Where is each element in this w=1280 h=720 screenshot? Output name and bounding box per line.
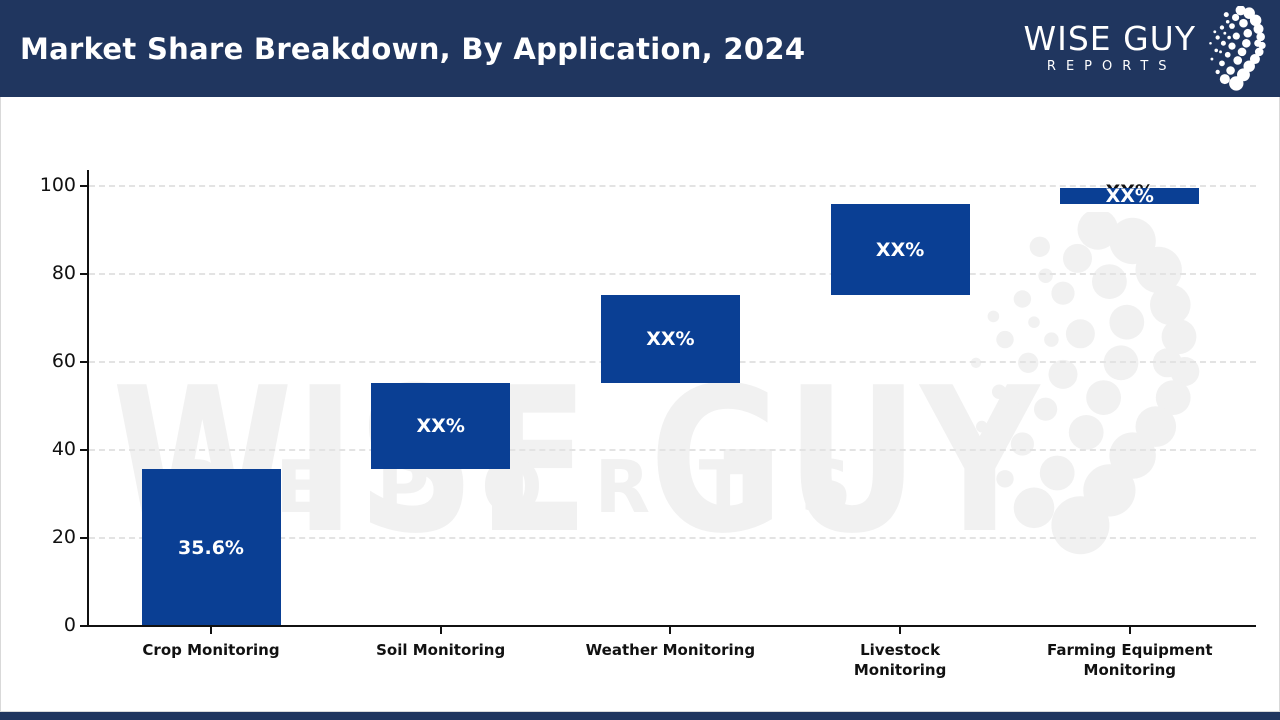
left-border: [0, 97, 1, 714]
bar-value-label-farming-equipment-monitoring: XX%: [1105, 187, 1154, 205]
y-tick-label-20: 20: [51, 526, 76, 548]
y-axis-line: [87, 170, 89, 627]
bar-farming-equipment-monitoring: XX%: [1060, 187, 1200, 205]
y-tick-100: [80, 185, 88, 187]
y-tick-0: [80, 625, 88, 627]
logo-reports-text: REPORTS: [1046, 58, 1177, 74]
logo-wordmark: WISE GUY: [1023, 19, 1196, 58]
x-category-label-livestock-monitoring: Livestock Monitoring: [853, 641, 947, 680]
x-category-label-farming-equipment-monitoring: Farming Equipment Monitoring: [1047, 641, 1213, 680]
chart-title: Market Share Breakdown, By Application, …: [20, 31, 806, 66]
wise-guy-reports-logo: WISE GUY REPORTS: [1008, 0, 1268, 97]
x-axis-line: [87, 625, 1256, 627]
y-tick-label-100: 100: [39, 174, 76, 196]
watermark-face-dots-graphic: [918, 209, 1208, 564]
bar-soil-monitoring: XX%: [371, 382, 511, 470]
logo-text: WISE GUY REPORTS: [1023, 19, 1196, 74]
y-tick-label-60: 60: [51, 350, 76, 372]
bar-value-label-crop-monitoring: 35.6%: [178, 536, 244, 559]
bar-weather-monitoring: XX%: [600, 295, 740, 383]
x-tick-farming-equipment-monitoring: [1128, 627, 1131, 634]
bar-livestock-monitoring: XX%: [830, 204, 970, 296]
y-tick-label-0: 0: [63, 614, 76, 636]
bar-crop-monitoring: 35.6%: [141, 469, 281, 626]
bar-value-label-soil-monitoring: XX%: [416, 415, 465, 437]
gridline-40: [89, 449, 1256, 451]
y-tick-80: [80, 273, 88, 275]
bottom-hairline: [0, 711, 1280, 712]
logo-face-dots-icon: [1196, 5, 1268, 96]
x-tick-livestock-monitoring: [899, 627, 902, 634]
y-tick-40: [80, 449, 88, 451]
x-tick-weather-monitoring: [669, 627, 672, 634]
x-tick-crop-monitoring: [210, 627, 212, 634]
gridline-80: [89, 273, 1256, 275]
gridline-100: [89, 185, 1256, 187]
x-category-label-soil-monitoring: Soil Monitoring: [376, 641, 506, 659]
y-tick-label-40: 40: [51, 438, 76, 460]
gridline-20: [89, 537, 1256, 539]
x-category-label-crop-monitoring: Crop Monitoring: [142, 641, 280, 659]
y-tick-label-80: 80: [51, 262, 76, 284]
footer-bar: [0, 712, 1280, 720]
x-category-label-weather-monitoring: Weather Monitoring: [585, 641, 756, 659]
y-tick-60: [80, 361, 88, 363]
x-tick-soil-monitoring: [439, 627, 442, 634]
bar-value-label-weather-monitoring: XX%: [646, 327, 695, 350]
y-tick-20: [80, 537, 88, 539]
header-bar: Market Share Breakdown, By Application, …: [0, 0, 1280, 97]
bar-value-label-livestock-monitoring: XX%: [875, 238, 925, 261]
